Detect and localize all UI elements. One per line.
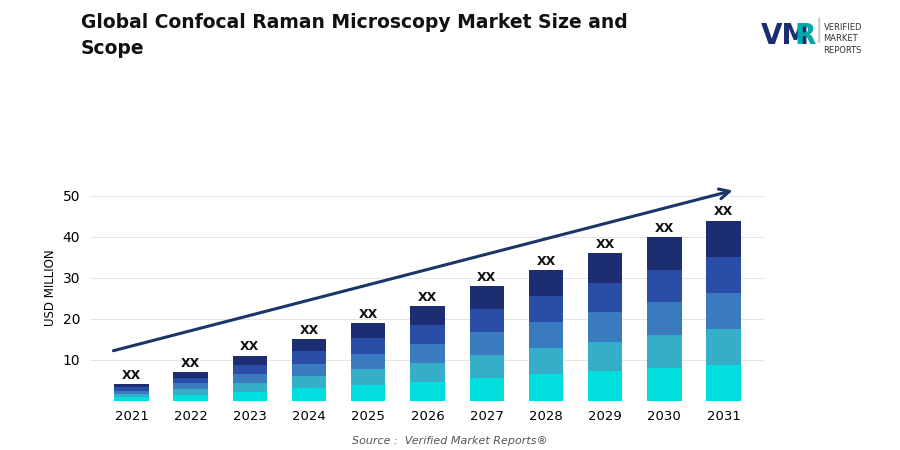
Bar — [114, 387, 148, 391]
Bar — [351, 338, 385, 354]
Bar — [706, 292, 741, 328]
Bar — [292, 351, 326, 364]
Bar — [351, 369, 385, 385]
Bar — [410, 344, 445, 363]
Bar — [470, 355, 504, 378]
Bar — [292, 388, 326, 401]
Text: XX: XX — [418, 291, 437, 304]
Text: XX: XX — [596, 238, 615, 251]
Bar — [233, 382, 267, 392]
Bar — [174, 383, 208, 389]
Bar — [114, 394, 148, 397]
Text: XX: XX — [240, 341, 259, 353]
Bar — [647, 302, 681, 335]
Bar — [292, 339, 326, 351]
Text: XX: XX — [122, 369, 141, 382]
Text: XX: XX — [714, 206, 734, 218]
Bar — [233, 356, 267, 364]
Bar — [588, 342, 622, 371]
Bar — [588, 312, 622, 342]
Text: XX: XX — [300, 324, 319, 337]
Bar — [529, 348, 563, 374]
Bar — [470, 286, 504, 309]
Bar — [351, 385, 385, 400]
Bar — [470, 332, 504, 355]
Bar — [647, 237, 681, 270]
Bar — [410, 325, 445, 344]
Bar — [233, 374, 267, 382]
Bar — [292, 364, 326, 376]
Bar — [410, 363, 445, 382]
Bar — [529, 296, 563, 322]
Bar — [114, 397, 148, 400]
Bar — [647, 270, 681, 302]
Text: XX: XX — [477, 271, 496, 284]
Y-axis label: USD MILLION: USD MILLION — [44, 250, 57, 326]
Bar — [351, 354, 385, 369]
Bar — [588, 253, 622, 283]
Bar — [114, 391, 148, 394]
Bar — [410, 306, 445, 325]
Text: XX: XX — [654, 222, 674, 235]
Text: VERIFIED
MARKET
REPORTS: VERIFIED MARKET REPORTS — [824, 22, 862, 55]
Text: Source :  Verified Market Reports®: Source : Verified Market Reports® — [352, 436, 548, 446]
Text: XX: XX — [536, 255, 555, 268]
Bar — [588, 371, 622, 400]
Bar — [174, 378, 208, 383]
Bar — [647, 368, 681, 400]
Bar — [233, 392, 267, 400]
Bar — [706, 220, 741, 256]
Text: R: R — [795, 22, 816, 50]
Bar — [410, 382, 445, 400]
Bar — [233, 364, 267, 373]
Bar — [706, 364, 741, 400]
Bar — [114, 384, 148, 387]
Bar — [529, 374, 563, 400]
Bar — [470, 309, 504, 332]
Bar — [529, 270, 563, 296]
Bar — [174, 389, 208, 395]
Bar — [706, 256, 741, 292]
Bar — [351, 323, 385, 338]
Bar — [588, 283, 622, 312]
Text: XX: XX — [359, 308, 378, 321]
Bar — [174, 395, 208, 400]
Text: XX: XX — [181, 357, 201, 370]
Text: |: | — [814, 18, 823, 43]
Bar — [470, 378, 504, 401]
Bar — [529, 322, 563, 348]
Text: VM: VM — [760, 22, 810, 50]
Bar — [174, 372, 208, 378]
Bar — [292, 376, 326, 388]
Bar — [647, 335, 681, 368]
Text: Global Confocal Raman Microscopy Market Size and
Scope: Global Confocal Raman Microscopy Market … — [81, 14, 628, 58]
Bar — [706, 328, 741, 364]
